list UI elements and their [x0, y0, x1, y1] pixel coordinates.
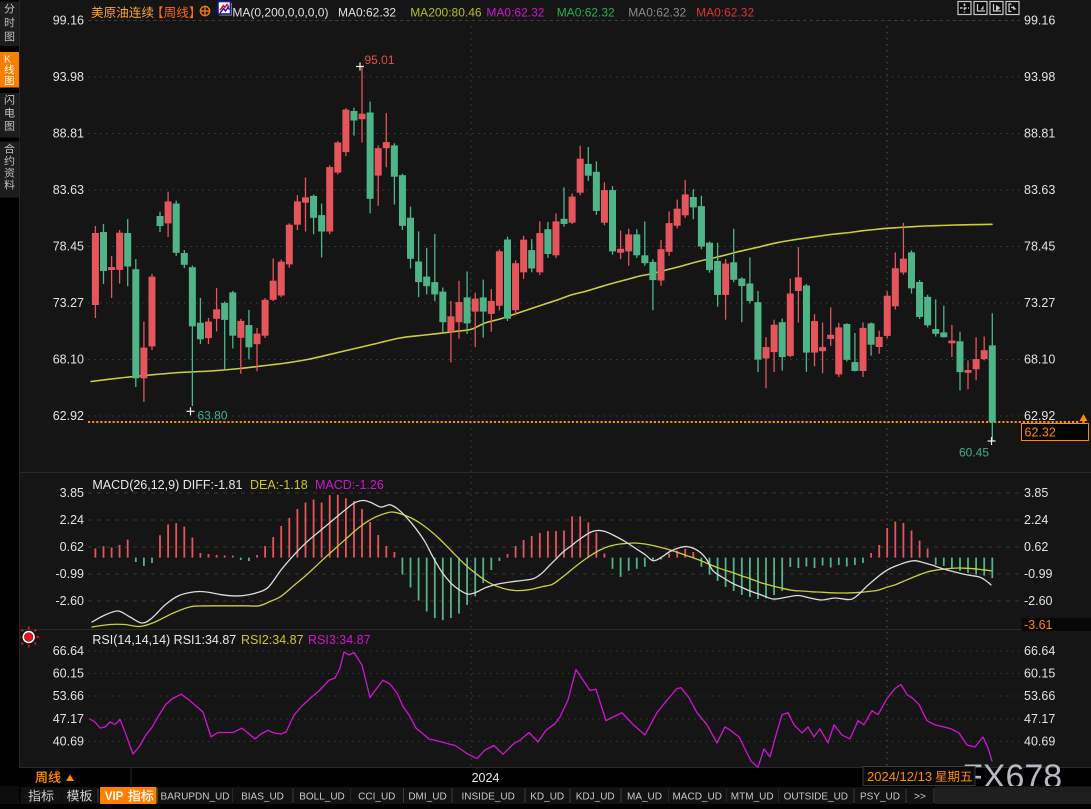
svg-text:>>: >>	[914, 792, 926, 803]
svg-text:62.92: 62.92	[1024, 409, 1055, 423]
svg-text:BIAS_UD: BIAS_UD	[241, 792, 284, 803]
svg-text:DEA:-1.18: DEA:-1.18	[250, 478, 308, 492]
svg-text:62.32: 62.32	[1025, 426, 1056, 440]
svg-text:73.27: 73.27	[53, 296, 84, 310]
svg-text:73.27: 73.27	[1024, 296, 1055, 310]
svg-text:VIP: VIP	[105, 791, 124, 803]
svg-text:93.98: 93.98	[53, 70, 84, 84]
svg-text:63.80: 63.80	[198, 409, 228, 423]
svg-text:0.62: 0.62	[1024, 540, 1048, 554]
svg-text:99.16: 99.16	[1024, 14, 1055, 28]
svg-text:40.69: 40.69	[53, 735, 84, 749]
svg-text:MA(0,200,0,0,0,0): MA(0,200,0,0,0,0)	[232, 6, 328, 20]
svg-text:-2.60: -2.60	[56, 594, 85, 608]
svg-text:2024/12/13: 2024/12/13	[867, 769, 932, 784]
svg-text:PSY_UD: PSY_UD	[860, 792, 900, 803]
svg-text:MA0:62.32: MA0:62.32	[696, 6, 754, 20]
svg-text:66.64: 66.64	[53, 644, 84, 658]
svg-text:2024: 2024	[472, 771, 500, 785]
svg-text:CCI_UD: CCI_UD	[358, 792, 395, 803]
svg-text:INSIDE_UD: INSIDE_UD	[462, 792, 515, 803]
svg-text:BARUPDN_UD: BARUPDN_UD	[161, 792, 230, 803]
svg-text:83.63: 83.63	[53, 183, 84, 197]
svg-text:-0.99: -0.99	[56, 567, 85, 581]
svg-text:3.85: 3.85	[1024, 486, 1048, 500]
svg-text:68.10: 68.10	[1024, 353, 1055, 367]
svg-text:47.17: 47.17	[53, 712, 84, 726]
svg-text:78.45: 78.45	[53, 240, 84, 254]
svg-text:60.45: 60.45	[959, 446, 989, 460]
svg-text:DMI_UD: DMI_UD	[408, 792, 446, 803]
svg-text:MA0:62.32: MA0:62.32	[628, 6, 686, 20]
svg-text:68.10: 68.10	[53, 353, 84, 367]
svg-text:88.81: 88.81	[53, 127, 84, 141]
svg-text:83.63: 83.63	[1024, 183, 1055, 197]
svg-text:0.62: 0.62	[60, 540, 84, 554]
svg-text:MA_UD: MA_UD	[627, 792, 662, 803]
svg-text:93.98: 93.98	[1024, 70, 1055, 84]
svg-text:66.64: 66.64	[1024, 644, 1055, 658]
svg-text:78.45: 78.45	[1024, 240, 1055, 254]
svg-text:2.24: 2.24	[60, 513, 84, 527]
svg-text:-0.99: -0.99	[1024, 567, 1053, 581]
svg-text:60.15: 60.15	[1024, 667, 1055, 681]
svg-text:88.81: 88.81	[1024, 127, 1055, 141]
svg-text:RSI3:34.87: RSI3:34.87	[308, 633, 371, 647]
svg-text:MA0:62.32: MA0:62.32	[486, 6, 544, 20]
svg-text:40.69: 40.69	[1024, 735, 1055, 749]
svg-text:62.92: 62.92	[53, 409, 84, 423]
svg-text:53.66: 53.66	[53, 689, 84, 703]
svg-text:-3.61: -3.61	[1024, 618, 1053, 632]
svg-text:MACD:-1.26: MACD:-1.26	[315, 478, 384, 492]
svg-text:BOLL_UD: BOLL_UD	[299, 792, 345, 803]
svg-text:KD_UD: KD_UD	[530, 792, 564, 803]
svg-text:47.17: 47.17	[1024, 712, 1055, 726]
svg-text:99.16: 99.16	[53, 14, 84, 28]
svg-text:-2.60: -2.60	[1024, 594, 1053, 608]
svg-text:60.15: 60.15	[53, 667, 84, 681]
svg-text:MA0:62.32: MA0:62.32	[557, 6, 615, 20]
svg-text:MA0:62.32: MA0:62.32	[338, 6, 396, 20]
svg-text:95.01: 95.01	[365, 53, 395, 67]
svg-text:RSI2:34.87: RSI2:34.87	[241, 633, 304, 647]
svg-text:RSI(14,14,14) RSI1:34.87: RSI(14,14,14) RSI1:34.87	[92, 633, 236, 647]
svg-text:OUTSIDE_UD: OUTSIDE_UD	[784, 792, 848, 803]
svg-text:2.24: 2.24	[1024, 513, 1048, 527]
svg-text:MACD_UD: MACD_UD	[672, 792, 721, 803]
svg-text:3.85: 3.85	[60, 486, 84, 500]
svg-text:MACD(26,12,9) DIFF:-1.81: MACD(26,12,9) DIFF:-1.81	[92, 478, 242, 492]
svg-text:K: K	[4, 54, 11, 66]
svg-text:53.66: 53.66	[1024, 689, 1055, 703]
svg-text:KDJ_UD: KDJ_UD	[576, 792, 615, 803]
svg-text:MA200:80.46: MA200:80.46	[410, 6, 482, 20]
svg-text:MTM_UD: MTM_UD	[731, 792, 774, 803]
